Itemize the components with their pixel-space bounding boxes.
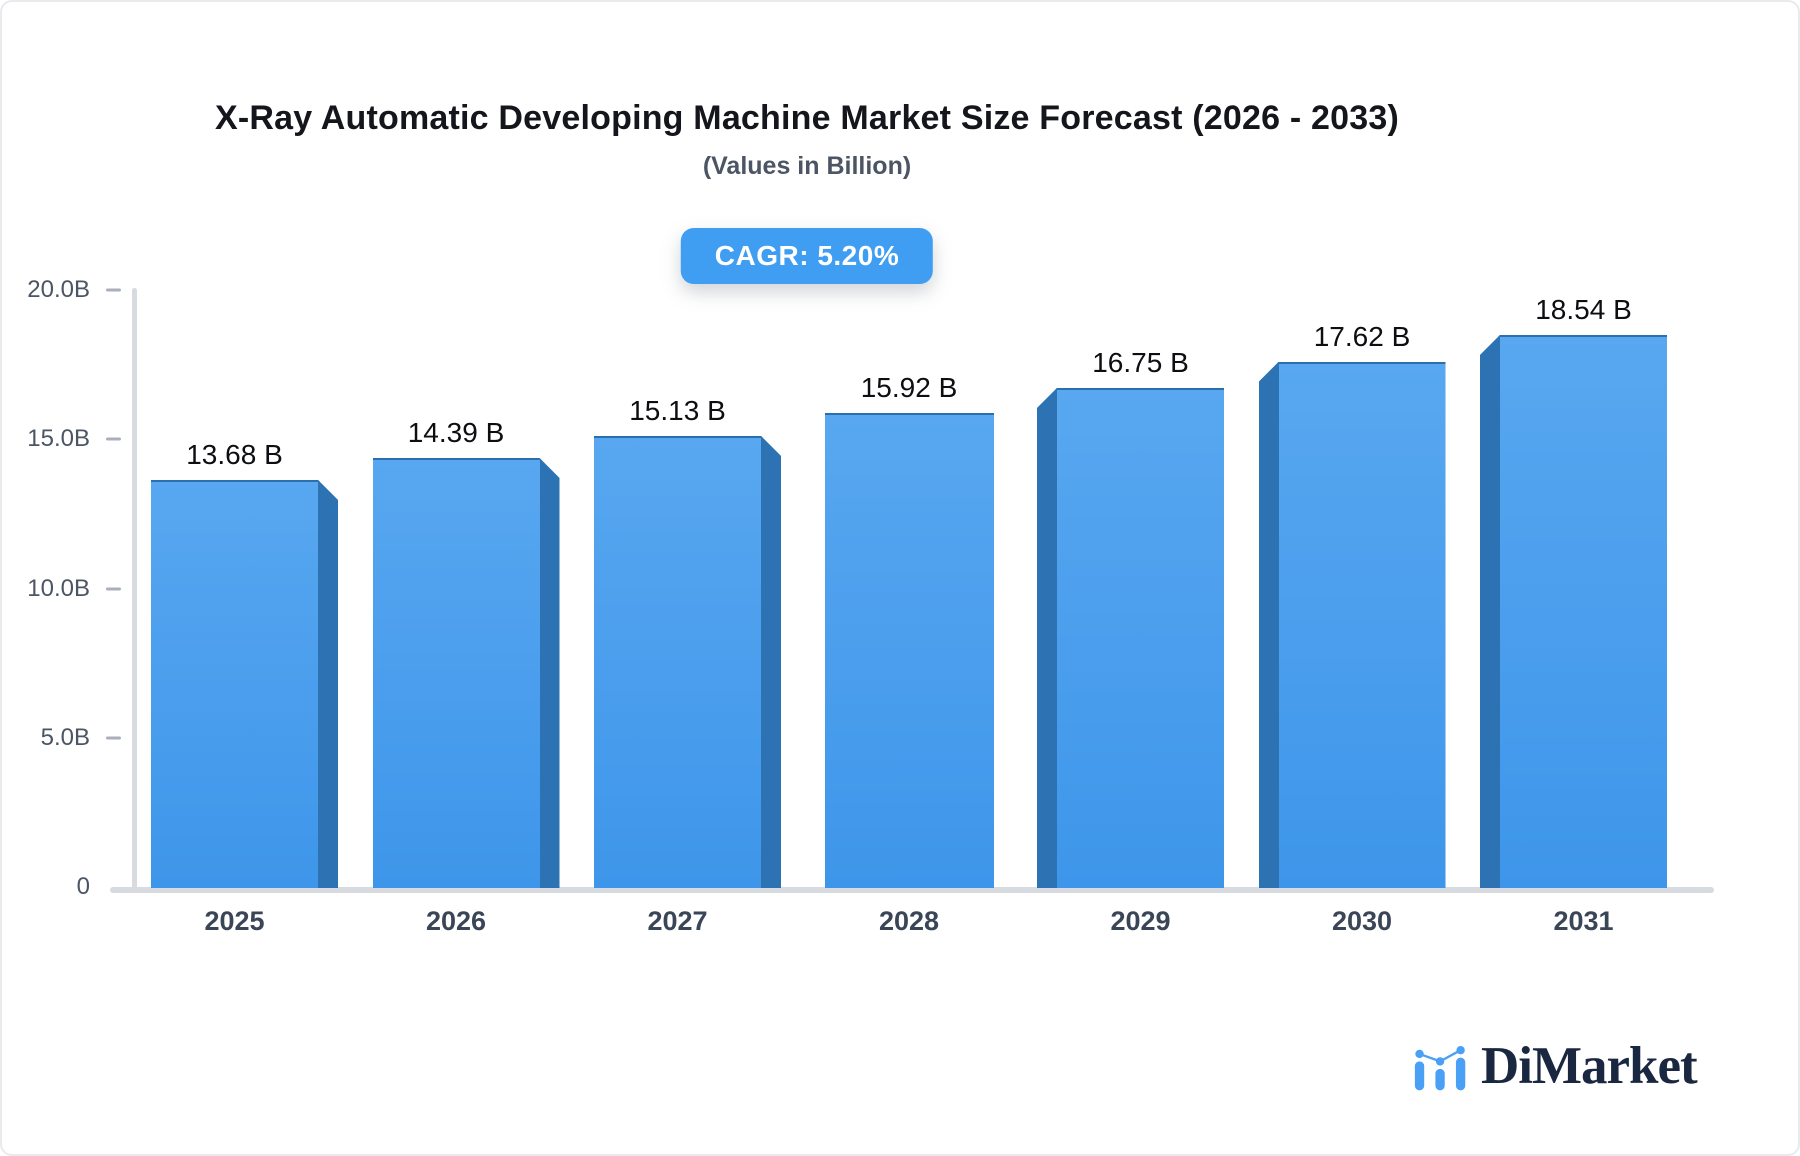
y-tick-label: 20.0B: [27, 276, 90, 303]
bar-2025: [151, 480, 338, 888]
y-tick-label: 15.0B: [27, 425, 90, 453]
y-tick-label: 0: [76, 873, 90, 900]
bar-2031: [1480, 335, 1667, 888]
cagr-badge: CAGR: 5.20%: [680, 228, 934, 284]
bar-2029: [1037, 388, 1224, 888]
y-tick-label: 10.0B: [27, 574, 90, 602]
mini-bar-chart-icon: [1414, 1046, 1466, 1091]
y-tick-dash: [106, 288, 121, 292]
y-tick-dash: [106, 736, 121, 740]
bar-2026: [372, 458, 560, 888]
y-tick-dash: [106, 437, 121, 441]
bar-value-label: 15.92 B: [860, 372, 958, 403]
x-axis-baseline: [110, 887, 1714, 893]
brand-logo-text: DiMarket: [1481, 1037, 1698, 1095]
bar-value-label: 14.39 B: [407, 417, 505, 448]
y-axis-line: [132, 288, 137, 890]
bar-2027: [594, 436, 781, 888]
brand-logo: DiMarket: [1413, 1037, 1698, 1095]
x-axis-label: 2029: [1110, 906, 1171, 936]
chart-subtitle: (Values in Billion): [702, 152, 912, 180]
bar-value-label: 13.68 B: [186, 439, 283, 470]
x-axis-label: 2030: [1331, 906, 1393, 936]
x-axis-label: 2031: [1553, 906, 1614, 936]
cagr-badge-label: CAGR: 5.20%: [714, 240, 900, 271]
y-tick-label: 5.0B: [40, 723, 90, 751]
bar-value-label: 18.54 B: [1535, 294, 1632, 325]
x-axis-label: 2026: [425, 906, 487, 936]
x-axis-label: 2027: [647, 906, 708, 936]
bar-value-label: 17.62 B: [1313, 321, 1411, 352]
chart-title: X-Ray Automatic Developing Machine Marke…: [214, 99, 1400, 137]
bar-2028: [824, 413, 994, 888]
y-tick-dash: [106, 587, 121, 590]
bar-2030: [1258, 362, 1446, 888]
x-axis-label: 2028: [878, 906, 940, 936]
x-axis-label: 2025: [204, 906, 265, 936]
bar-value-label: 15.13 B: [629, 395, 726, 426]
bar-value-label: 16.75 B: [1092, 347, 1189, 378]
